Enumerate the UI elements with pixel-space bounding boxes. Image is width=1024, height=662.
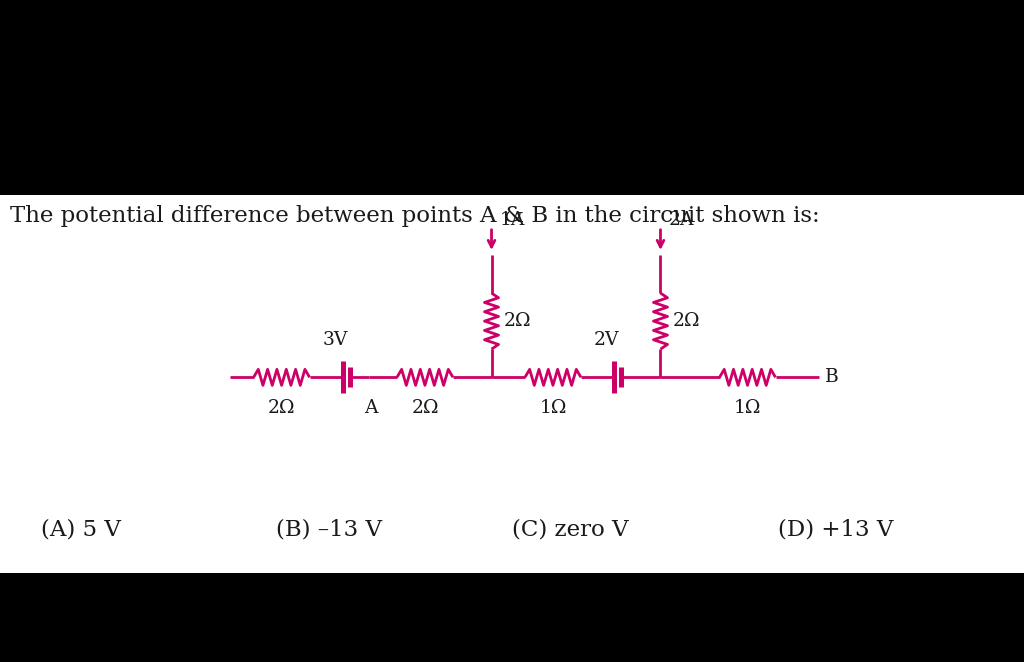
Text: 1Ω: 1Ω (540, 399, 566, 417)
Text: 2A: 2A (669, 211, 694, 229)
Text: 2Ω: 2Ω (412, 399, 438, 417)
Text: 2V: 2V (594, 332, 620, 350)
Text: (D) +13 V: (D) +13 V (778, 518, 894, 541)
Text: (B) –13 V: (B) –13 V (276, 518, 383, 541)
Text: The potential difference between points A & B in the circuit shown is:: The potential difference between points … (10, 205, 820, 227)
Text: (A) 5 V: (A) 5 V (41, 518, 121, 541)
Text: (C) zero V: (C) zero V (512, 518, 629, 541)
Bar (0, 195, 1024, 573)
Text: 2Ω: 2Ω (268, 399, 295, 417)
Text: B: B (825, 368, 839, 387)
Text: 1Ω: 1Ω (734, 399, 761, 417)
Text: 3V: 3V (323, 332, 348, 350)
Text: 2Ω: 2Ω (504, 312, 531, 330)
Text: A: A (364, 399, 378, 417)
Text: 1A: 1A (500, 211, 525, 229)
Text: 2Ω: 2Ω (673, 312, 700, 330)
